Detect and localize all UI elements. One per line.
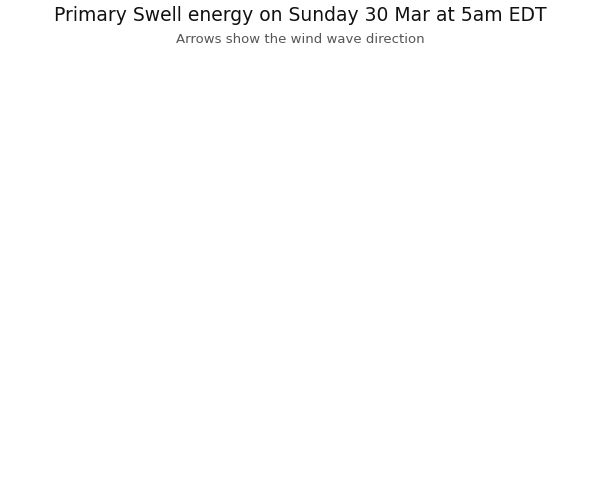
Text: Requires cartopy: Requires cartopy <box>242 262 359 276</box>
Text: Primary Swell energy on Sunday 30 Mar at 5am EDT: Primary Swell energy on Sunday 30 Mar at… <box>54 6 547 25</box>
Text: Arrows show the wind wave direction: Arrows show the wind wave direction <box>176 34 425 46</box>
